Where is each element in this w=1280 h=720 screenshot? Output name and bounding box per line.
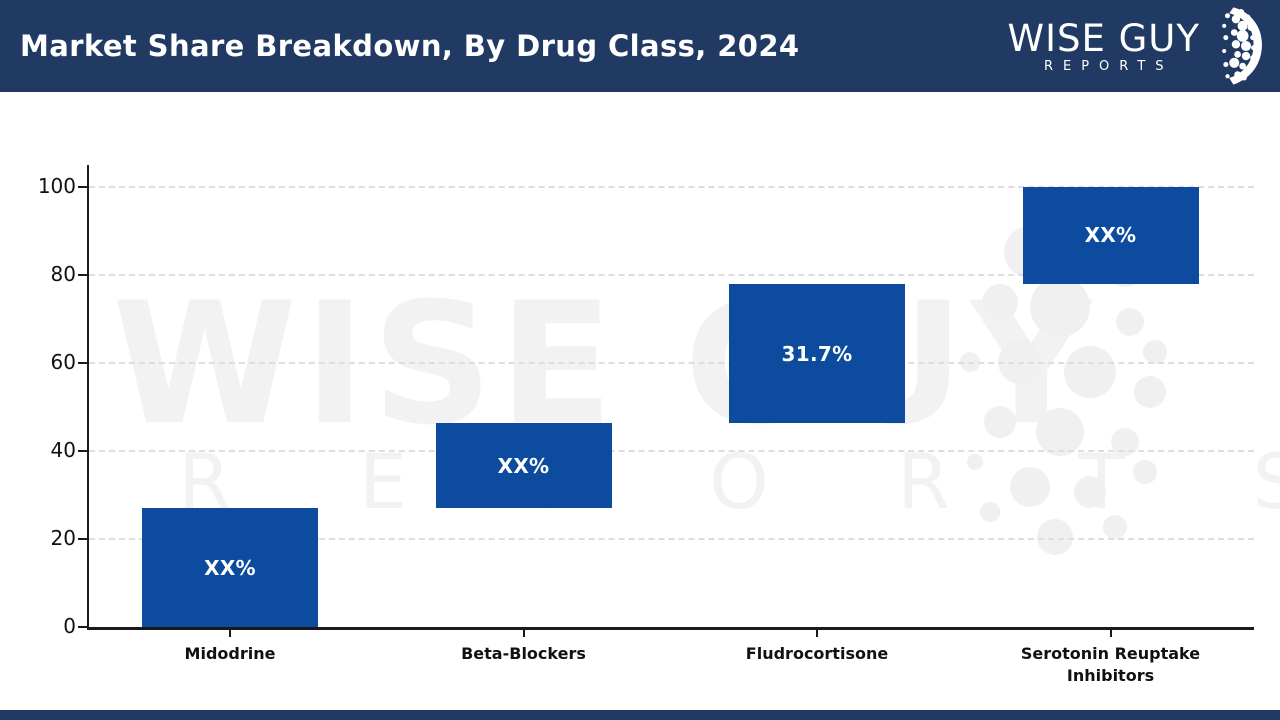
category-label: Serotonin Reuptake Inhibitors: [1020, 644, 1201, 685]
bar-midodrine: XX%: [142, 508, 318, 627]
footer-bar: [0, 710, 1280, 720]
y-tick-mark: [78, 186, 87, 188]
category-label: Beta-Blockers: [461, 644, 586, 663]
plot: 0 20 40 60 80 100 XX% Midodrine XX% Beta-Blockers…: [0, 92, 1280, 710]
y-tick-label: 60: [50, 350, 76, 374]
gridline-80: [89, 274, 1254, 276]
header-bar: Market Share Breakdown, By Drug Class, 2…: [0, 0, 1280, 92]
y-tick-mark: [78, 538, 87, 540]
gridline-20: [89, 538, 1254, 540]
bar-value-label: XX%: [204, 555, 256, 580]
page-title: Market Share Breakdown, By Drug Class, 2…: [20, 29, 800, 63]
brand-name: WISE GUY: [1007, 16, 1200, 60]
dotted-head-icon: [1222, 7, 1262, 85]
y-tick-label: 100: [37, 174, 76, 198]
chart-area: WISE GUY R E P O R T S 0 20 40 60 80 100 XX% Mi…: [0, 92, 1280, 710]
y-tick-label: 20: [50, 526, 76, 550]
bar-value-label: XX%: [1084, 223, 1137, 248]
category-label: Midodrine: [184, 644, 276, 663]
bar-beta-blockers: XX%: [435, 423, 612, 509]
brand-logo: WISE GUY REPORTS: [1008, 4, 1264, 88]
x-tick-mark: [522, 630, 525, 637]
y-tick-mark: [78, 274, 87, 276]
y-axis-line: [87, 165, 89, 629]
brand-subname: REPORTS: [1043, 58, 1174, 74]
y-tick-mark: [78, 362, 87, 364]
brand-logo-text: WISE GUY REPORTS: [1008, 20, 1200, 73]
y-tick-mark: [78, 450, 87, 452]
x-tick-mark: [229, 630, 231, 637]
bar-serotonin-reuptake-inhibitors: XX%: [1022, 187, 1199, 284]
gridline-40: [89, 450, 1254, 452]
bar-fludrocortisone: 31.7%: [729, 283, 905, 424]
x-tick-mark: [1109, 630, 1112, 637]
x-axis-line: [87, 627, 1254, 630]
y-tick-mark: [78, 626, 87, 628]
bar-value-label: 31.7%: [781, 341, 853, 366]
gridline-100: [89, 186, 1254, 188]
category-label: Fludrocortisone: [745, 644, 889, 663]
x-tick-mark: [816, 630, 818, 637]
bar-value-label: XX%: [497, 453, 550, 478]
y-tick-label: 80: [50, 262, 76, 286]
gridline-60: [89, 362, 1254, 364]
y-tick-label: 40: [50, 438, 76, 462]
y-tick-label: 0: [63, 614, 76, 638]
